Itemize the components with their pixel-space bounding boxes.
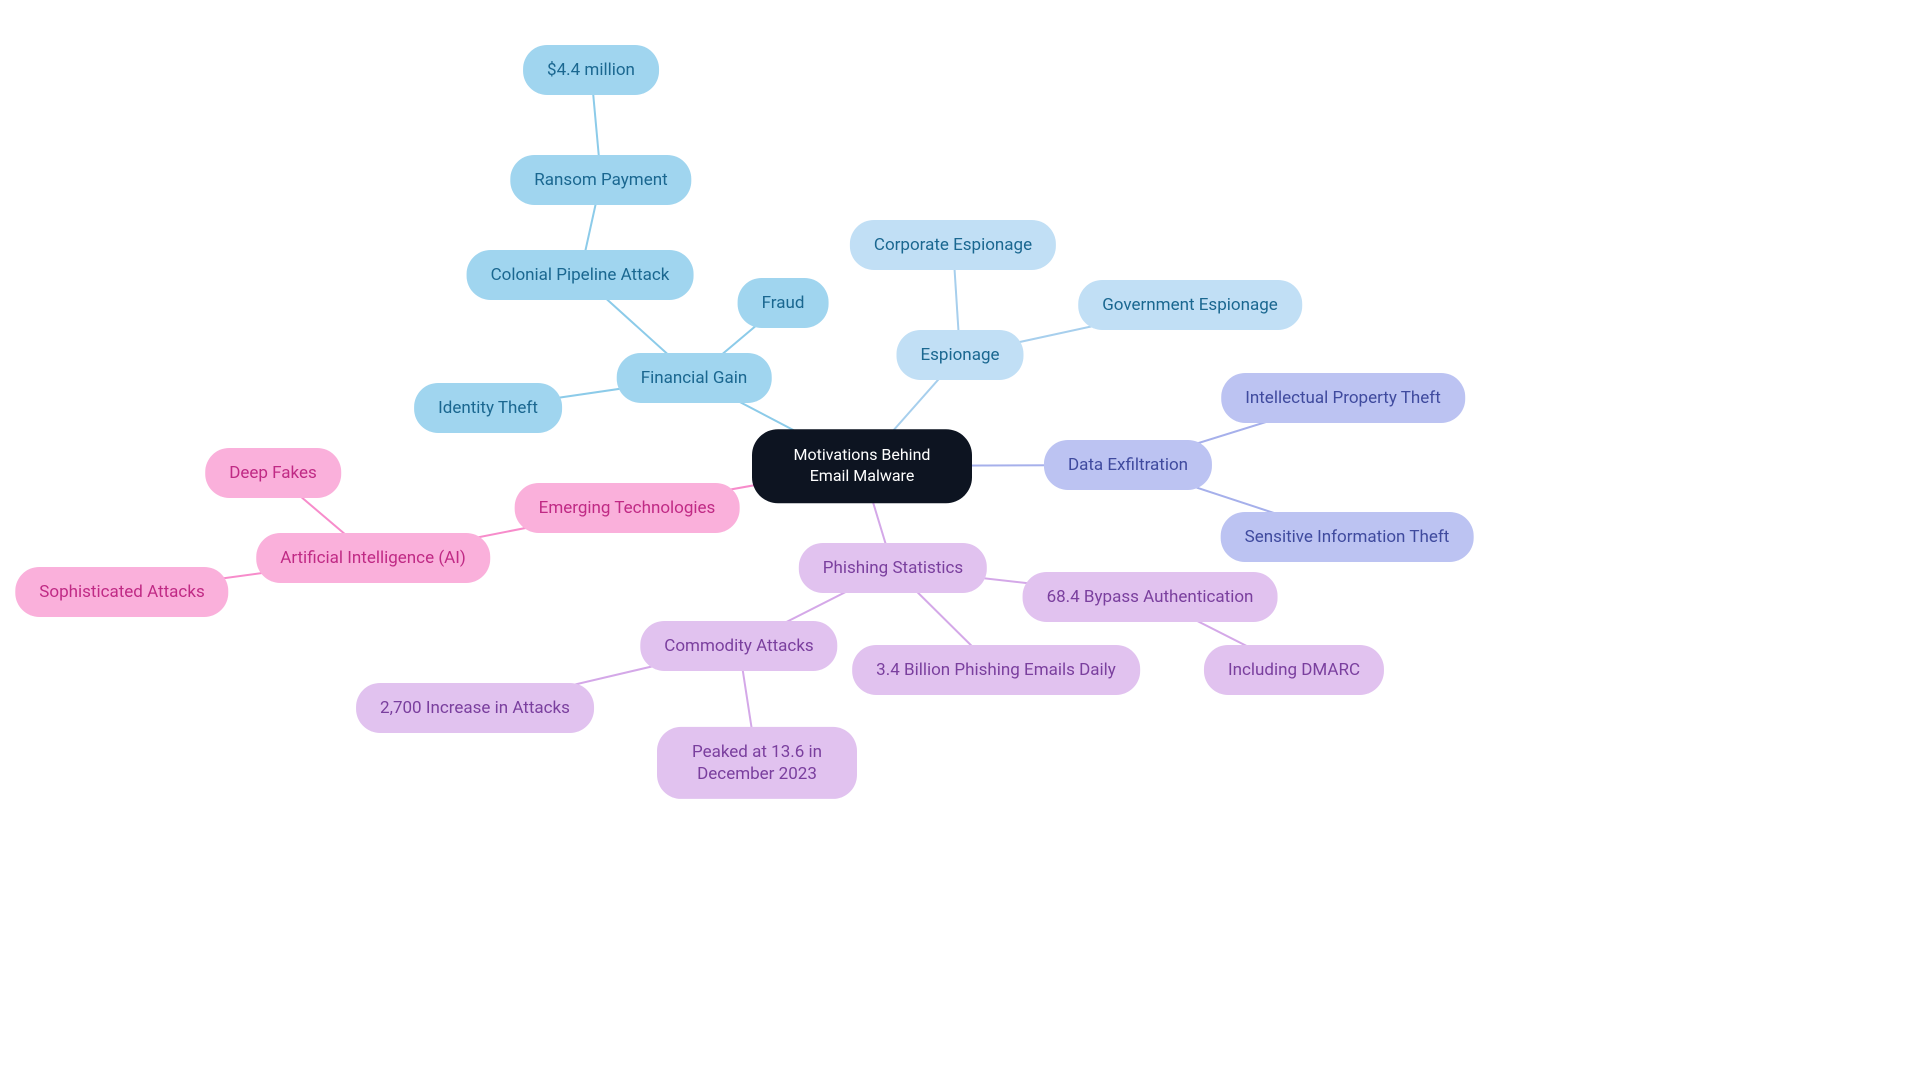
- node-increase: 2,700 Increase in Attacks: [356, 683, 594, 733]
- node-amount: $4.4 million: [523, 45, 659, 95]
- node-peaked: Peaked at 13.6 in December 2023: [657, 727, 857, 799]
- mindmap-diagram: Motivations Behind Email Malware Financia…: [0, 0, 1920, 1083]
- node-dataex: Data Exfiltration: [1044, 440, 1212, 490]
- node-deep: Deep Fakes: [205, 448, 341, 498]
- node-emerge: Emerging Technologies: [515, 483, 740, 533]
- node-root: Motivations Behind Email Malware: [752, 429, 972, 503]
- node-soph: Sophisticated Attacks: [15, 567, 228, 617]
- node-fin: Financial Gain: [617, 353, 772, 403]
- node-esp: Espionage: [896, 330, 1023, 380]
- node-billion: 3.4 Billion Phishing Emails Daily: [852, 645, 1140, 695]
- node-dmarc: Including DMARC: [1204, 645, 1384, 695]
- node-govesp: Government Espionage: [1078, 280, 1302, 330]
- node-ai: Artificial Intelligence (AI): [256, 533, 490, 583]
- node-bypass: 68.4 Bypass Authentication: [1023, 572, 1278, 622]
- node-commodity: Commodity Attacks: [640, 621, 837, 671]
- node-ip: Intellectual Property Theft: [1221, 373, 1465, 423]
- node-phish: Phishing Statistics: [799, 543, 987, 593]
- node-sens: Sensitive Information Theft: [1221, 512, 1474, 562]
- node-corpesp: Corporate Espionage: [850, 220, 1056, 270]
- node-colonial: Colonial Pipeline Attack: [467, 250, 694, 300]
- node-identity: Identity Theft: [414, 383, 562, 433]
- node-fraud: Fraud: [738, 278, 829, 328]
- node-ransom: Ransom Payment: [510, 155, 691, 205]
